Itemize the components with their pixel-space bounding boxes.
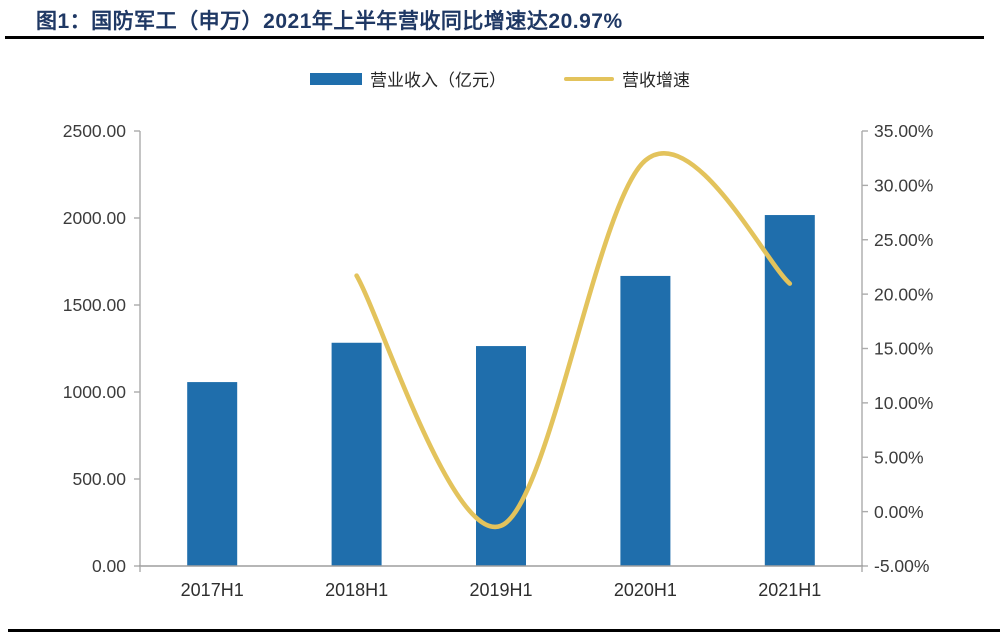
legend-label-revenue: 营业收入（亿元）	[370, 71, 506, 90]
bottom-rule	[8, 629, 1000, 632]
chart-legend: 营业收入（亿元） 营收增速	[0, 66, 1000, 91]
right-axis-tick-label: 15.00%	[874, 339, 933, 359]
right-axis-tick-label: -5.00%	[874, 556, 929, 576]
bar-2020H1	[620, 275, 671, 566]
right-axis-tick-label: 25.00%	[874, 230, 933, 250]
bar-2017H1	[187, 382, 238, 566]
legend-label-growth: 营收增速	[622, 71, 690, 90]
legend-item-revenue: 营业收入（亿元）	[310, 66, 506, 91]
right-axis-tick-label: 10.00%	[874, 393, 933, 413]
left-axis-tick-label: 1000.00	[63, 382, 127, 402]
x-axis-label-2020H1: 2020H1	[614, 580, 677, 600]
bar-2018H1	[331, 342, 382, 566]
x-axis-label-2021H1: 2021H1	[758, 580, 821, 600]
x-axis-label-2017H1: 2017H1	[181, 580, 244, 600]
title-rule	[5, 36, 984, 39]
right-axis-tick-label: 0.00%	[874, 502, 924, 522]
growth-line	[354, 150, 793, 530]
right-axis-tick-label: 35.00%	[874, 121, 933, 141]
right-axis-tick-label: 30.00%	[874, 176, 933, 196]
left-axis-tick-label: 2500.00	[63, 121, 127, 141]
figure-title: 图1：国防军工（申万）2021年上半年营收同比增速达20.97%	[36, 10, 623, 33]
left-axis-tick-label: 1500.00	[63, 295, 127, 315]
left-axis-tick-label: 2000.00	[63, 208, 127, 228]
bar-2021H1	[764, 215, 815, 567]
bar-2019H1	[476, 346, 526, 566]
legend-line-swatch-icon	[564, 76, 614, 81]
x-axis-label-2018H1: 2018H1	[325, 580, 388, 600]
right-axis-tick-label: 5.00%	[874, 447, 924, 467]
x-axis-label-2019H1: 2019H1	[469, 580, 532, 600]
left-axis-tick-label: 0.00	[92, 556, 126, 576]
legend-item-growth: 营收增速	[564, 66, 690, 91]
left-axis-tick-label: 500.00	[72, 469, 126, 489]
right-axis-tick-label: 20.00%	[874, 284, 933, 304]
legend-bar-swatch-icon	[310, 72, 362, 85]
